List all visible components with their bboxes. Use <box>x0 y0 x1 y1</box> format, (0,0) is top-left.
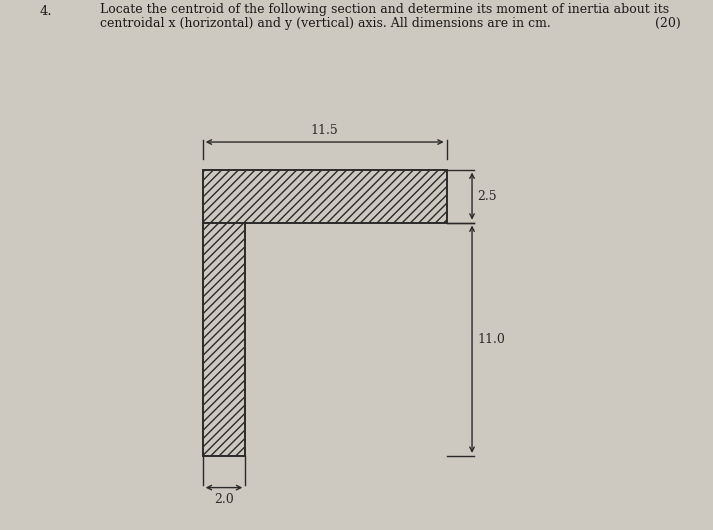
Text: (20): (20) <box>655 17 681 30</box>
Text: 4.: 4. <box>39 5 52 19</box>
Text: 11.5: 11.5 <box>311 123 339 137</box>
Text: Locate the centroid of the following section and determine its moment of inertia: Locate the centroid of the following sec… <box>100 3 669 16</box>
Text: centroidal x (horizontal) and y (vertical) axis. All dimensions are in cm.: centroidal x (horizontal) and y (vertica… <box>100 17 550 30</box>
Bar <box>202 223 245 456</box>
Text: 2.0: 2.0 <box>214 493 234 506</box>
Bar <box>202 170 446 223</box>
Text: 11.0: 11.0 <box>477 333 506 346</box>
Text: 2.5: 2.5 <box>477 190 497 202</box>
